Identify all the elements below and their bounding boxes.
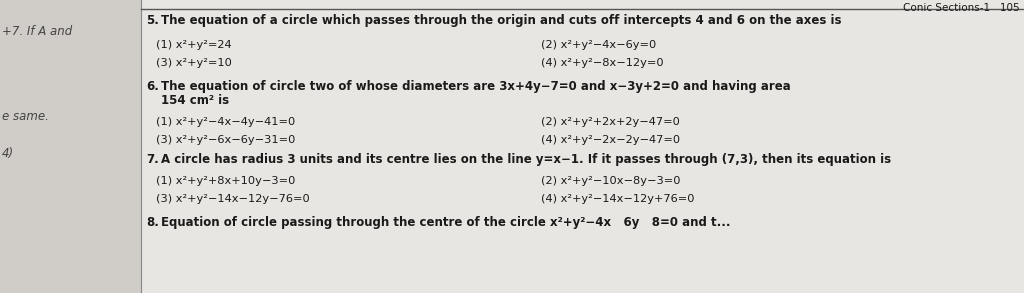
Text: (2) x²+y²+2x+2y−47=0: (2) x²+y²+2x+2y−47=0 — [542, 117, 680, 127]
Text: Equation of circle passing through the centre of the circle x²+y²−4x   6y   8=0 : Equation of circle passing through the c… — [162, 216, 731, 229]
Text: The equation of a circle which passes through the origin and cuts off intercepts: The equation of a circle which passes th… — [162, 14, 842, 27]
Text: 154 cm² is: 154 cm² is — [162, 94, 229, 107]
Bar — [0, 0, 141, 293]
Text: 4): 4) — [2, 147, 14, 160]
Text: (1) x²+y²+8x+10y−3=0: (1) x²+y²+8x+10y−3=0 — [157, 176, 296, 186]
Text: 5.: 5. — [146, 14, 159, 27]
Text: (1) x²+y²=24: (1) x²+y²=24 — [157, 40, 232, 50]
Text: 6.: 6. — [146, 80, 159, 93]
Text: 7.: 7. — [146, 153, 159, 166]
Text: 8.: 8. — [146, 216, 159, 229]
Bar — [141, 0, 1024, 293]
Text: (4) x²+y²−14x−12y+76=0: (4) x²+y²−14x−12y+76=0 — [542, 194, 695, 204]
Text: The equation of circle two of whose diameters are 3x+4y−7=0 and x−3y+2=0 and hav: The equation of circle two of whose diam… — [162, 80, 792, 93]
Text: (3) x²+y²−6x−6y−31=0: (3) x²+y²−6x−6y−31=0 — [157, 135, 296, 145]
Text: (4) x²+y²−8x−12y=0: (4) x²+y²−8x−12y=0 — [542, 58, 664, 68]
Text: e same.: e same. — [2, 110, 49, 123]
Text: (2) x²+y²−4x−6y=0: (2) x²+y²−4x−6y=0 — [542, 40, 656, 50]
Text: (3) x²+y²=10: (3) x²+y²=10 — [157, 58, 232, 68]
Text: (1) x²+y²−4x−4y−41=0: (1) x²+y²−4x−4y−41=0 — [157, 117, 296, 127]
Text: Conic Sections-1   105: Conic Sections-1 105 — [903, 3, 1020, 13]
Text: (2) x²+y²−10x−8y−3=0: (2) x²+y²−10x−8y−3=0 — [542, 176, 681, 186]
Text: (3) x²+y²−14x−12y−76=0: (3) x²+y²−14x−12y−76=0 — [157, 194, 310, 204]
Text: A circle has radius 3 units and its centre lies on the line y=x−1. If it passes : A circle has radius 3 units and its cent… — [162, 153, 892, 166]
Text: (4) x²+y²−2x−2y−47=0: (4) x²+y²−2x−2y−47=0 — [542, 135, 680, 145]
Text: +7. If A and: +7. If A and — [2, 25, 73, 38]
